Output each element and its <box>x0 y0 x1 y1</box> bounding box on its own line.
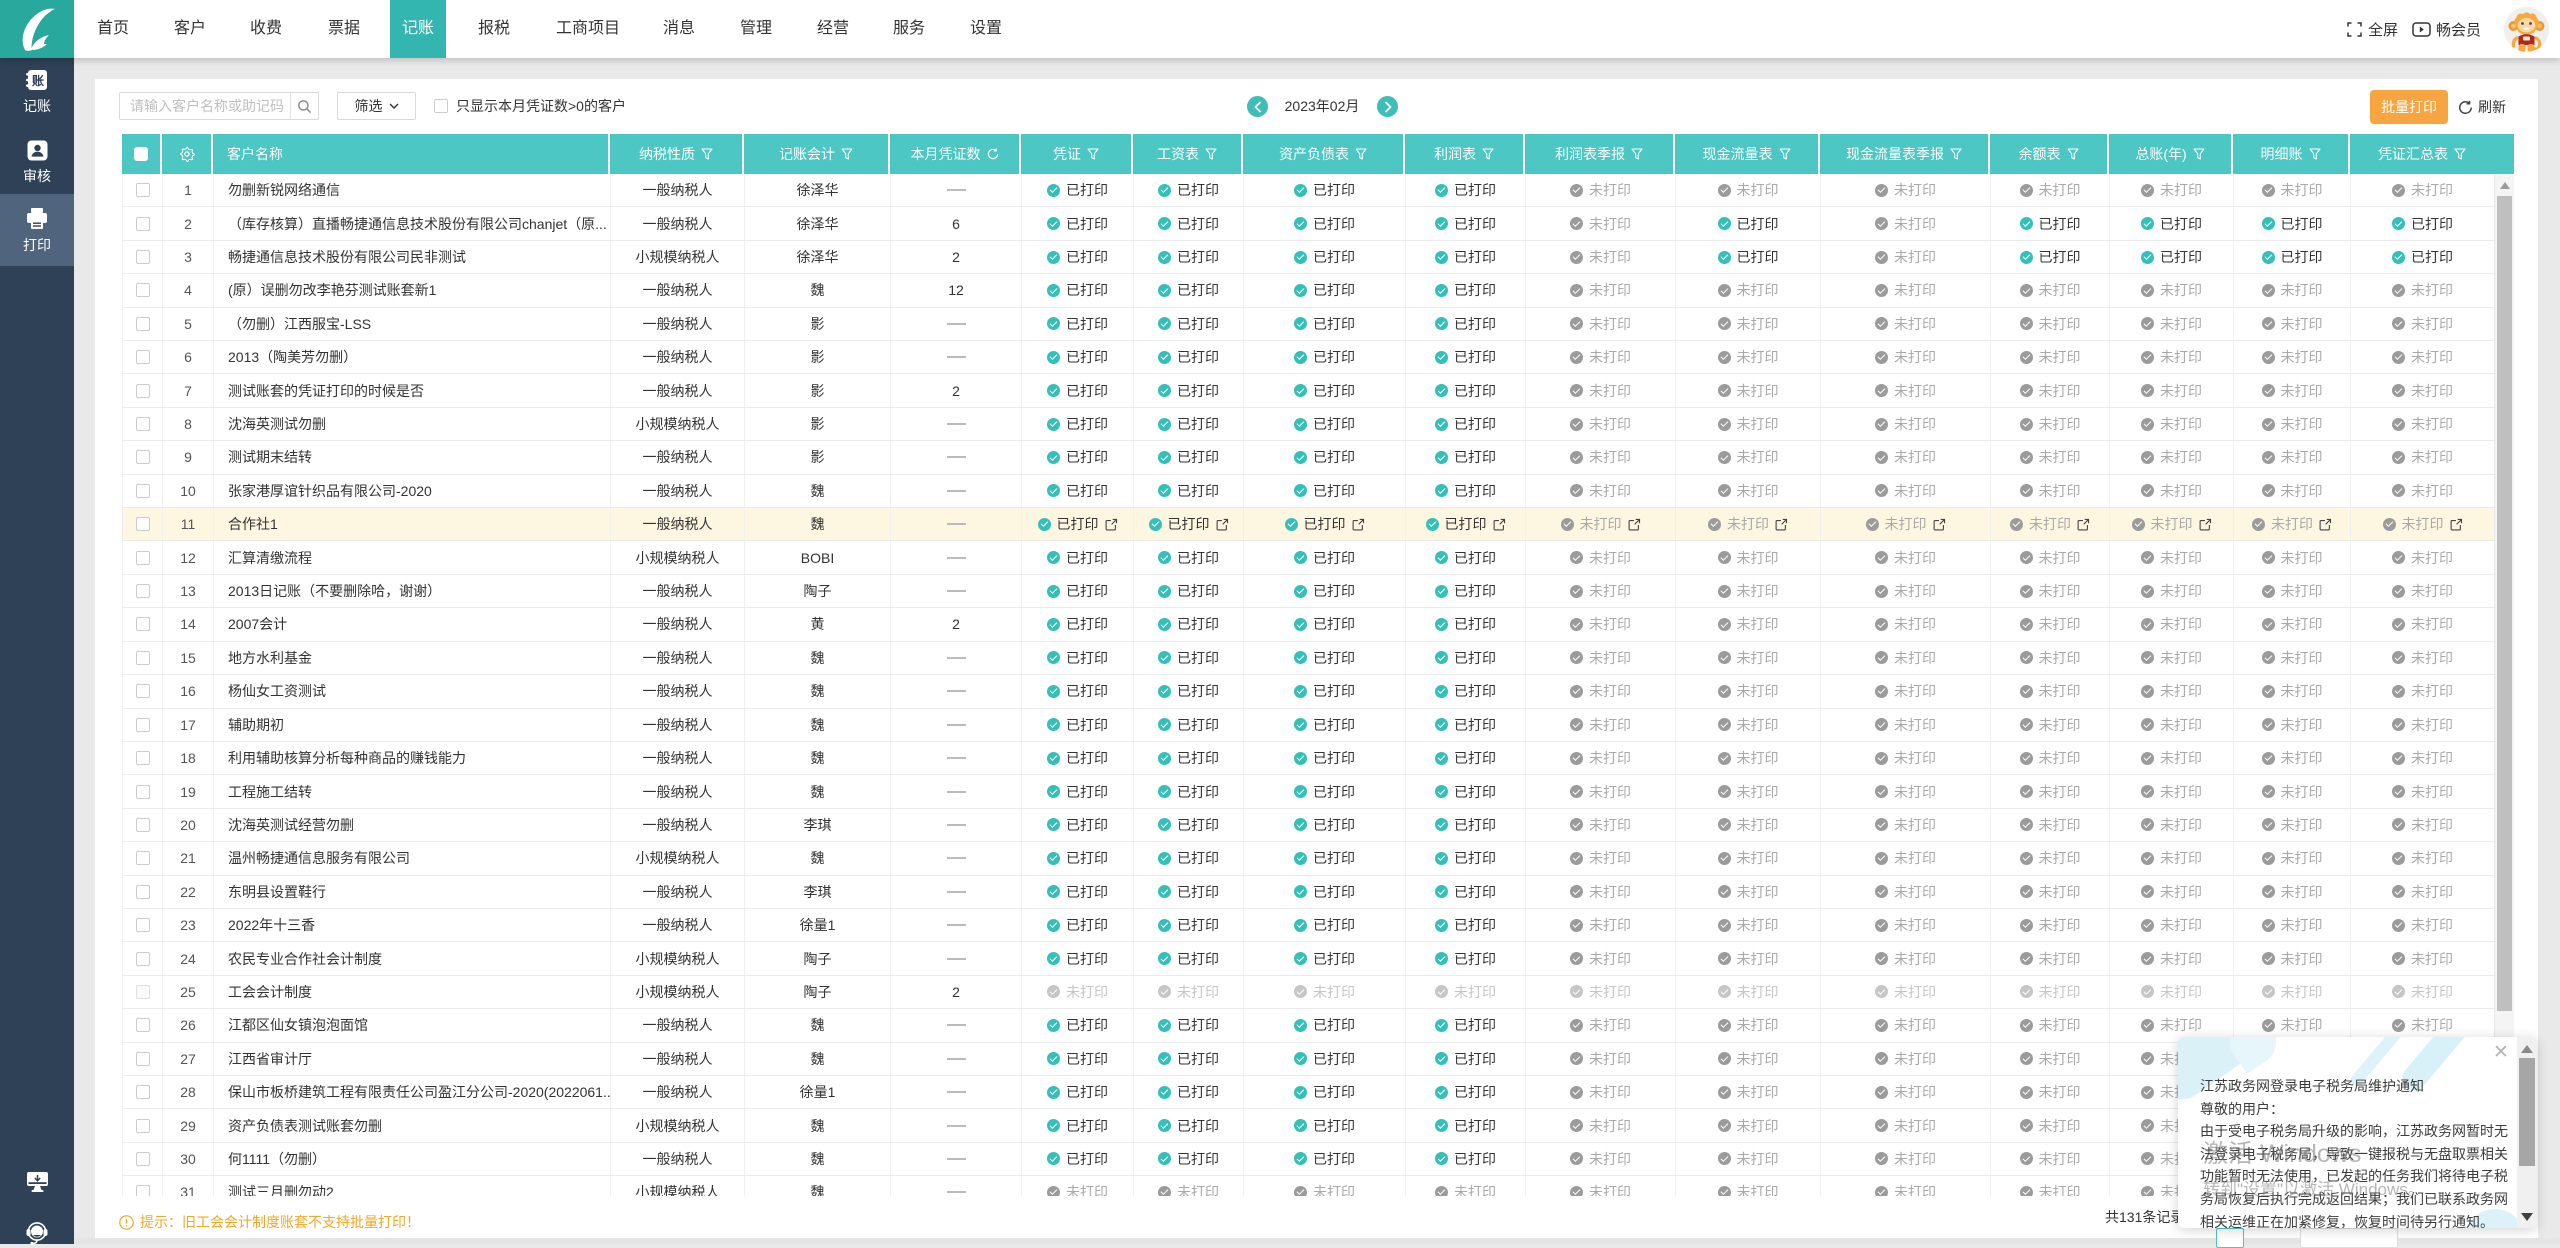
svg-text:账: 账 <box>32 74 44 88</box>
